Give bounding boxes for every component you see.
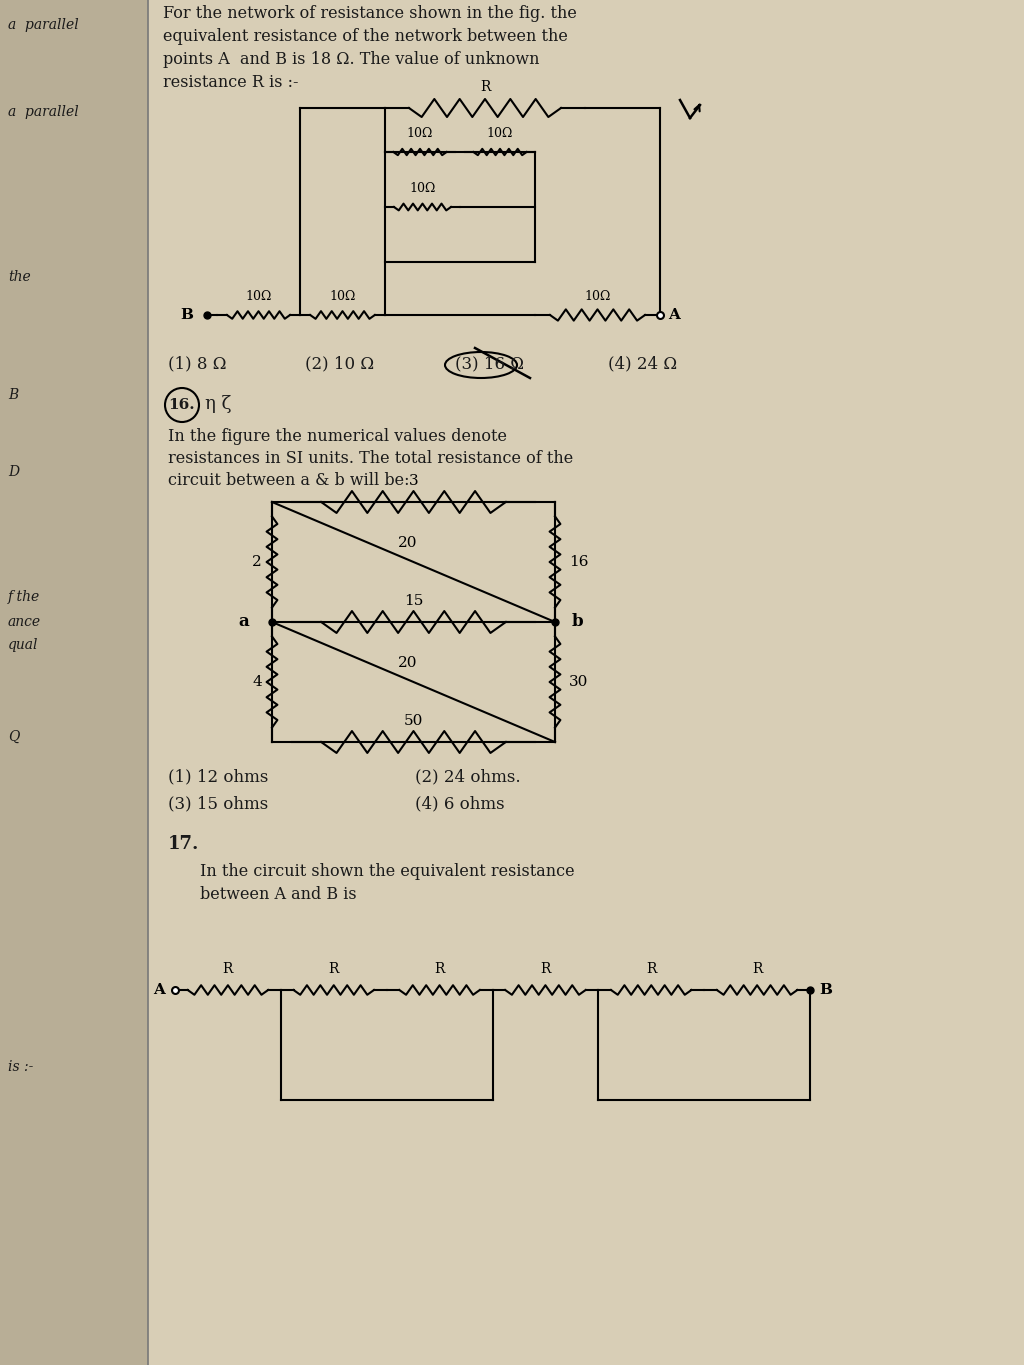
Text: 15: 15 [403,594,423,607]
Text: qual: qual [8,637,39,652]
Text: Q: Q [8,730,19,744]
Text: 4: 4 [252,676,262,689]
Text: 16: 16 [569,556,589,569]
Text: f the: f the [8,590,40,603]
Text: (4) 24 Ω: (4) 24 Ω [608,355,677,373]
Text: a  parallel: a parallel [8,105,79,119]
Text: 2: 2 [252,556,262,569]
Text: (1) 12 ohms: (1) 12 ohms [168,768,268,785]
Text: 10Ω: 10Ω [246,289,271,303]
Text: R: R [329,962,339,976]
Text: 10Ω: 10Ω [407,127,433,141]
Text: R: R [752,962,762,976]
Text: a: a [239,613,250,631]
Text: 10Ω: 10Ω [486,127,513,141]
Text: is :-: is :- [8,1061,34,1074]
Text: B: B [819,983,833,996]
Text: circuit between a & b will be:: circuit between a & b will be: [168,472,410,489]
Text: 10Ω: 10Ω [410,182,435,195]
Text: resistances in SI units. The total resistance of the: resistances in SI units. The total resis… [168,450,573,467]
Text: A: A [153,983,165,996]
Text: B: B [8,388,18,403]
Text: R: R [480,81,490,94]
Text: 10Ω: 10Ω [330,289,355,303]
Text: b: b [571,613,583,631]
Bar [148,0,1024,1365]
Text: 17.: 17. [168,835,200,853]
Text: a  parallel: a parallel [8,18,79,31]
Text: resistance R is :-: resistance R is :- [163,74,299,91]
Text: 20: 20 [398,536,418,550]
Text: (3) 16 Ω: (3) 16 Ω [455,355,524,373]
Text: (1) 8 Ω: (1) 8 Ω [168,355,226,373]
Text: R: R [541,962,551,976]
Text: between A and B is: between A and B is [200,886,356,904]
Text: (2) 24 ohms.: (2) 24 ohms. [415,768,520,785]
Text: ance: ance [8,616,41,629]
Text: In the circuit shown the equivalent resistance: In the circuit shown the equivalent resi… [200,863,574,880]
Text: For the network of resistance shown in the fig. the: For the network of resistance shown in t… [163,5,577,22]
Text: R: R [223,962,233,976]
Text: η ζ: η ζ [205,394,231,414]
Text: (2) 10 Ω: (2) 10 Ω [305,355,374,373]
Text: 16.: 16. [169,399,196,412]
Text: D: D [8,465,19,479]
Text: R: R [434,962,444,976]
Text: (4) 6 ohms: (4) 6 ohms [415,794,505,812]
Text: 30: 30 [569,676,589,689]
Text: 20: 20 [398,657,418,670]
Text: A: A [668,308,680,322]
Text: equivalent resistance of the network between the: equivalent resistance of the network bet… [163,29,568,45]
Text: the: the [8,270,31,284]
Text: In the figure the numerical values denote: In the figure the numerical values denot… [168,429,507,445]
Text: 10Ω: 10Ω [585,289,610,303]
Text: points A  and B is 18 Ω. The value of unknown: points A and B is 18 Ω. The value of unk… [163,51,540,68]
Text: (3) 15 ohms: (3) 15 ohms [168,794,268,812]
Text: 50: 50 [403,714,423,728]
Text: R: R [646,962,656,976]
Text: B: B [180,308,194,322]
Bar [0,0,148,1365]
Text: 3: 3 [409,474,419,489]
